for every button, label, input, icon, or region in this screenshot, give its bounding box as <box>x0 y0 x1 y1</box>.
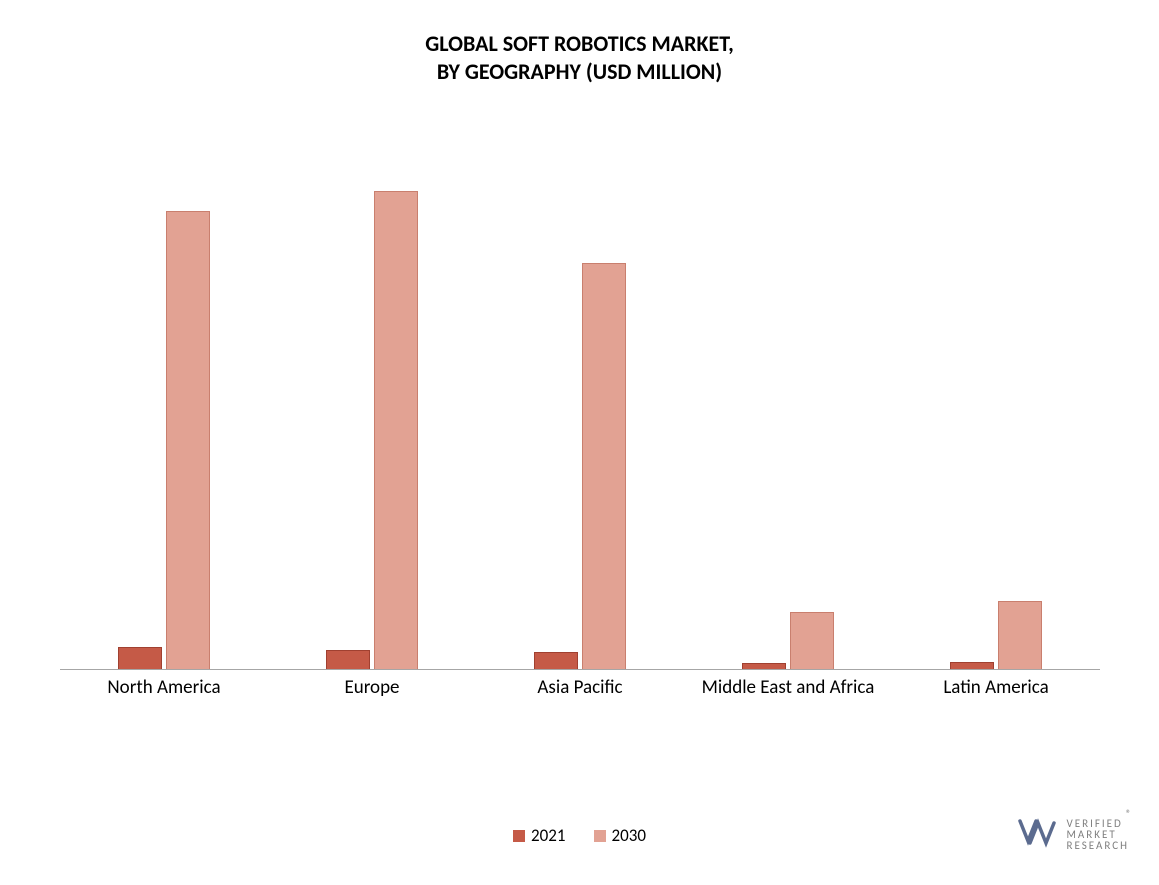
bar <box>326 650 370 669</box>
x-axis-label: Latin America <box>892 676 1100 699</box>
legend: 2021 2030 <box>0 825 1159 847</box>
x-axis-label: North America <box>60 676 268 699</box>
plot-region <box>60 150 1100 670</box>
legend-item: 2021 <box>513 825 565 846</box>
bar <box>742 663 786 669</box>
bar <box>118 647 162 669</box>
logo-text: VERIFIED MARKET RESEARCH <box>1066 818 1129 851</box>
logo-line2: MARKET <box>1066 829 1129 840</box>
bar <box>582 263 626 669</box>
bar <box>950 662 994 669</box>
bar <box>534 652 578 669</box>
title-line1: GLOBAL SOFT ROBOTICS MARKET, <box>0 30 1159 58</box>
legend-label: 2030 <box>612 825 646 846</box>
x-axis-label: Middle East and Africa <box>684 676 892 699</box>
logo-line3: RESEARCH <box>1066 840 1129 851</box>
logo: VERIFIED MARKET RESEARCH ® <box>1016 813 1129 855</box>
logo-mark <box>1016 813 1058 855</box>
logo-line1: VERIFIED <box>1066 818 1129 829</box>
bar <box>790 612 834 669</box>
chart-title: GLOBAL SOFT ROBOTICS MARKET, BY GEOGRAPH… <box>0 0 1159 85</box>
x-axis-label: Europe <box>268 676 476 699</box>
legend-swatch <box>594 830 606 842</box>
legend-item: 2030 <box>594 825 646 846</box>
bar <box>374 191 418 669</box>
bar-group <box>268 150 476 669</box>
bar-group <box>684 150 892 669</box>
title-line2: BY GEOGRAPHY (USD MILLION) <box>0 58 1159 86</box>
trademark-symbol: ® <box>1126 807 1131 820</box>
bar <box>998 601 1042 669</box>
legend-label: 2021 <box>531 825 565 846</box>
bar-group <box>60 150 268 669</box>
bar <box>166 211 210 669</box>
bar-group <box>892 150 1100 669</box>
bar-group <box>476 150 684 669</box>
x-axis-labels: North AmericaEuropeAsia PacificMiddle Ea… <box>60 676 1100 736</box>
legend-swatch <box>513 830 525 842</box>
x-axis-label: Asia Pacific <box>476 676 684 699</box>
chart-area: North AmericaEuropeAsia PacificMiddle Ea… <box>60 150 1100 710</box>
